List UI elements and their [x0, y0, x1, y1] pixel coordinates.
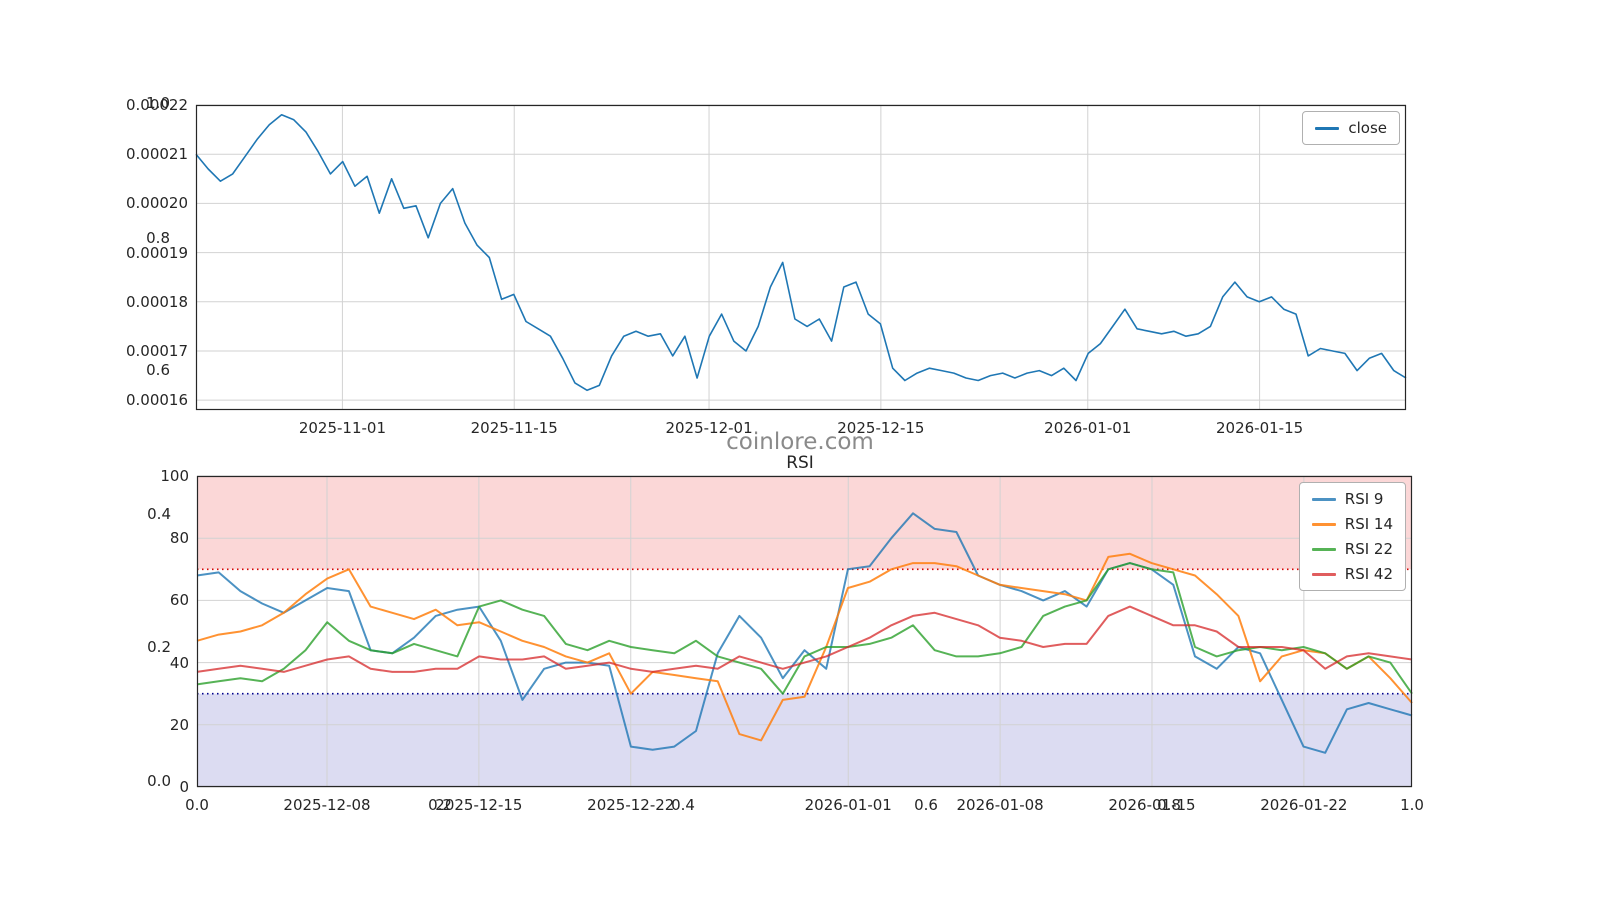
legend-item-rsi-42: RSI 42 [1311, 565, 1393, 583]
price-ytick-label: 0.00018 [125, 292, 188, 311]
price-xtick-label: 2025-11-01 [298, 419, 386, 437]
rsi-stray-ytick-label: 0.0 [147, 772, 171, 791]
rsi-xtick-label: 2026-01-15 [1108, 796, 1196, 814]
price-xtick-label: 2025-12-01 [665, 419, 753, 437]
price-ytick-label: 0.00017 [125, 341, 188, 360]
rsi-stray-xtick-label: 0.0 [185, 796, 209, 814]
price-ytick-label: 0.00021 [125, 145, 188, 164]
price-legend: close [1302, 111, 1400, 145]
rsi-ytick-label: 60 [169, 591, 189, 610]
legend-line-swatch [1311, 497, 1336, 501]
rsi-band [197, 693, 1412, 787]
legend-item-close: close [1315, 119, 1387, 137]
price-ytick-label: 0.00022 [125, 96, 188, 114]
rsi-ytick-label: 20 [169, 715, 189, 734]
legend-line-swatch [1311, 547, 1336, 551]
rsi-ytick-label: 40 [169, 653, 189, 672]
rsi-xtick-label: 2026-01-22 [1260, 796, 1348, 814]
rsi-title: RSI [786, 453, 814, 473]
legend-item-rsi-9: RSI 9 [1311, 490, 1393, 508]
legend-label: close [1348, 119, 1387, 137]
series-rsi-9 [196, 512, 1413, 754]
price-chart: close [195, 104, 1407, 411]
rsi-band [197, 476, 1412, 570]
rsi-stray-xtick-label: 0.6 [914, 796, 938, 814]
series-rsi-22 [196, 562, 1413, 695]
rsi-stray-xtick-label: 0.8 [1157, 796, 1181, 814]
rsi-ytick-label: 80 [169, 529, 189, 548]
legend-item-rsi-22: RSI 22 [1311, 540, 1393, 558]
legend-label: RSI 14 [1344, 515, 1393, 533]
plot-border [195, 104, 1407, 411]
watermark: coinlore.com [726, 429, 874, 455]
rsi-xtick-label: 2026-01-01 [804, 796, 892, 814]
rsi-plot-svg [196, 475, 1413, 788]
price-stray-ytick-label: 0.6 [146, 361, 170, 380]
price-ytick-label: 0.00016 [125, 391, 188, 410]
price-xtick-label: 2025-11-15 [470, 419, 558, 437]
price-stray-ytick-label: 1.0 [146, 94, 170, 113]
price-xtick-label: 2026-01-01 [1044, 419, 1132, 437]
price-xtick-label: 2026-01-15 [1215, 419, 1304, 437]
price-plot-svg [195, 104, 1407, 411]
legend-label: RSI 9 [1344, 490, 1384, 508]
legend-line-swatch [1311, 522, 1336, 526]
rsi-xtick-label: 2026-01-08 [956, 796, 1044, 814]
rsi-stray-ytick-label: 0.2 [147, 638, 171, 657]
rsi-chart: RSI 9 RSI 14 RSI 22 RSI 42 [196, 475, 1413, 788]
price-ytick-label: 0.00020 [125, 194, 188, 213]
legend-item-rsi-14: RSI 14 [1311, 515, 1393, 533]
price-stray-ytick-label: 0.8 [146, 228, 170, 247]
legend-line-swatch [1315, 126, 1340, 130]
rsi-stray-xtick-label: 1.0 [1400, 796, 1424, 814]
rsi-stray-xtick-label: 0.4 [671, 796, 695, 814]
rsi-ytick-label: 100 [160, 467, 189, 485]
legend-line-swatch [1311, 572, 1336, 576]
legend-label: RSI 42 [1344, 565, 1393, 583]
rsi-xtick-label: 2025-12-15 [435, 796, 523, 814]
rsi-ytick-label: 0 [179, 778, 189, 796]
rsi-xtick-label: 2025-12-08 [283, 796, 371, 814]
series-rsi-14 [196, 552, 1413, 742]
price-ytick-label: 0.00019 [125, 243, 188, 262]
legend-label: RSI 22 [1344, 540, 1393, 558]
rsi-xtick-label: 2025-12-22 [587, 796, 675, 814]
rsi-stray-ytick-label: 0.4 [147, 504, 171, 523]
rsi-legend: RSI 9 RSI 14 RSI 22 RSI 42 [1298, 482, 1406, 591]
plot-border [196, 475, 1413, 788]
rsi-stray-xtick-label: 0.2 [428, 796, 452, 814]
series-close [195, 114, 1407, 392]
series-rsi-42 [196, 605, 1413, 673]
price-xtick-label: 2025-12-15 [837, 419, 925, 437]
